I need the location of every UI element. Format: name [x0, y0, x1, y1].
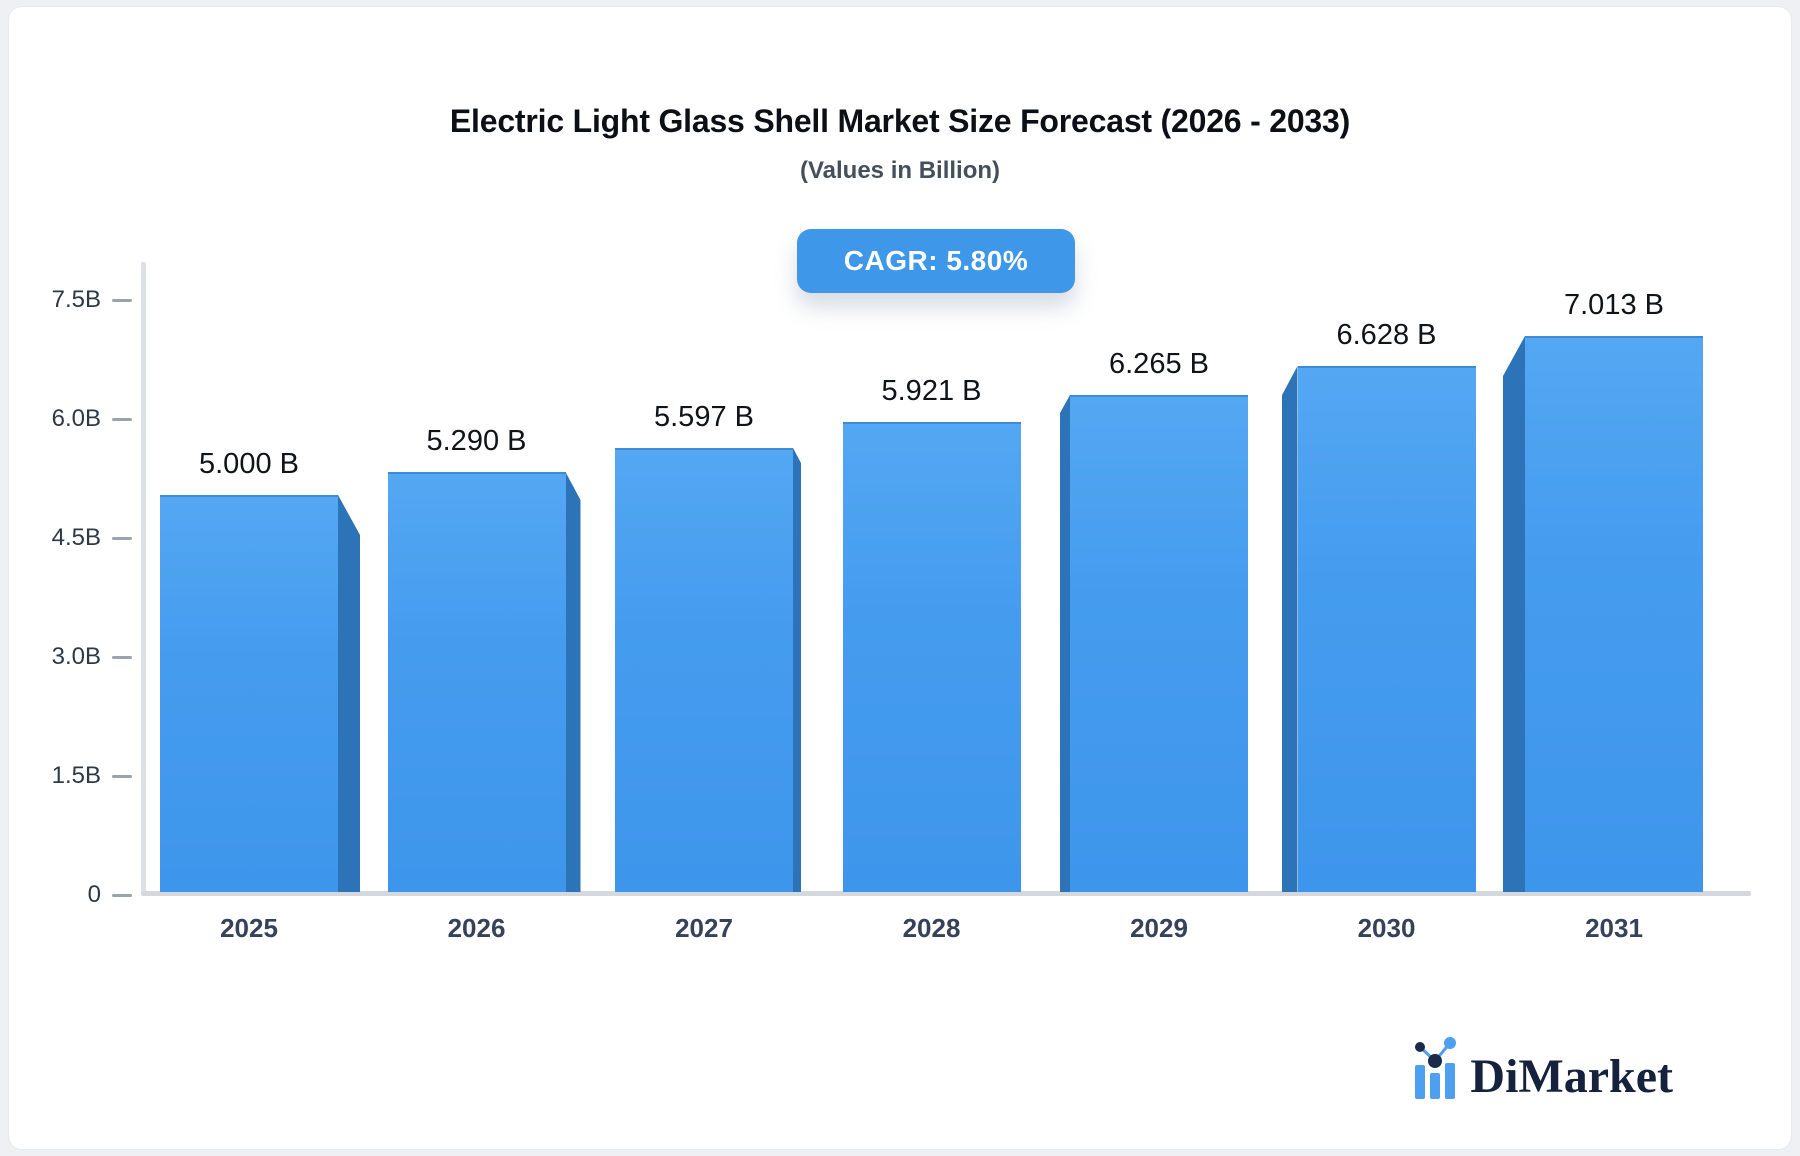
bar-value-label-2027: 5.597 B	[654, 401, 754, 433]
x-tick-label-2029: 2029	[1130, 913, 1188, 943]
bar-side-2031	[1503, 336, 1525, 892]
bar-2025[interactable]	[160, 495, 338, 892]
y-axis-line	[141, 262, 146, 893]
y-tick-mark	[112, 417, 132, 421]
y-tick-mark	[112, 298, 132, 302]
x-tick-label-2025: 2025	[220, 913, 278, 943]
bar-value-label-2025: 5.000 B	[199, 448, 299, 480]
bar-side-2030	[1281, 366, 1298, 892]
bar-2030[interactable]	[1297, 366, 1476, 892]
bar-2028[interactable]	[842, 422, 1021, 892]
y-tick-label-1.5B: 1.5B	[51, 762, 101, 789]
x-axis-line	[141, 891, 1751, 896]
y-tick-label-7.5B: 7.5B	[51, 286, 101, 313]
y-tick-label-0: 0	[87, 881, 101, 908]
bar-value-label-2028: 5.921 B	[881, 375, 982, 407]
bar-2026[interactable]	[387, 472, 566, 892]
brand-name: DiMarket	[1470, 1050, 1673, 1103]
bar-side-2025	[338, 495, 360, 892]
y-tick-mark	[112, 655, 132, 659]
chart-card: Electric Light Glass Shell Market Size F…	[8, 6, 1792, 1150]
bar-2029[interactable]	[1070, 395, 1248, 892]
bar-value-label-2031: 7.013 B	[1564, 289, 1664, 321]
chart-subtitle: (Values in Billion)	[799, 157, 1001, 184]
y-tick-label-6.0B: 6.0B	[51, 405, 101, 432]
bar-side-2026	[565, 472, 581, 892]
brand-logo: DiMarket	[1412, 1037, 1673, 1101]
x-tick-label-2031: 2031	[1585, 913, 1643, 943]
dimarket-logo-icon	[1415, 1037, 1457, 1099]
bar-value-label-2029: 6.265 B	[1109, 348, 1209, 380]
y-tick-label-4.5B: 4.5B	[51, 524, 101, 551]
chart-title: Electric Light Glass Shell Market Size F…	[449, 103, 1351, 139]
bar-2031[interactable]	[1525, 336, 1703, 892]
bar-side-2027	[793, 448, 801, 892]
x-tick-label-2026: 2026	[447, 913, 506, 943]
x-tick-label-2028: 2028	[902, 913, 961, 943]
cagr-badge-label: CAGR: 5.80%	[843, 245, 1029, 276]
y-tick-label-3.0B: 3.0B	[51, 643, 101, 670]
bar-value-label-2026: 5.290 B	[426, 425, 527, 457]
bar-value-label-2030: 6.628 B	[1336, 319, 1437, 351]
y-tick-mark	[112, 774, 132, 778]
bar-2027[interactable]	[615, 448, 793, 892]
cagr-badge: CAGR: 5.80%	[797, 229, 1075, 293]
y-tick-mark	[112, 893, 132, 897]
x-tick-label-2030: 2030	[1357, 913, 1416, 943]
x-tick-label-2027: 2027	[675, 913, 733, 943]
y-tick-mark	[112, 536, 132, 540]
bar-side-2029	[1060, 395, 1070, 892]
